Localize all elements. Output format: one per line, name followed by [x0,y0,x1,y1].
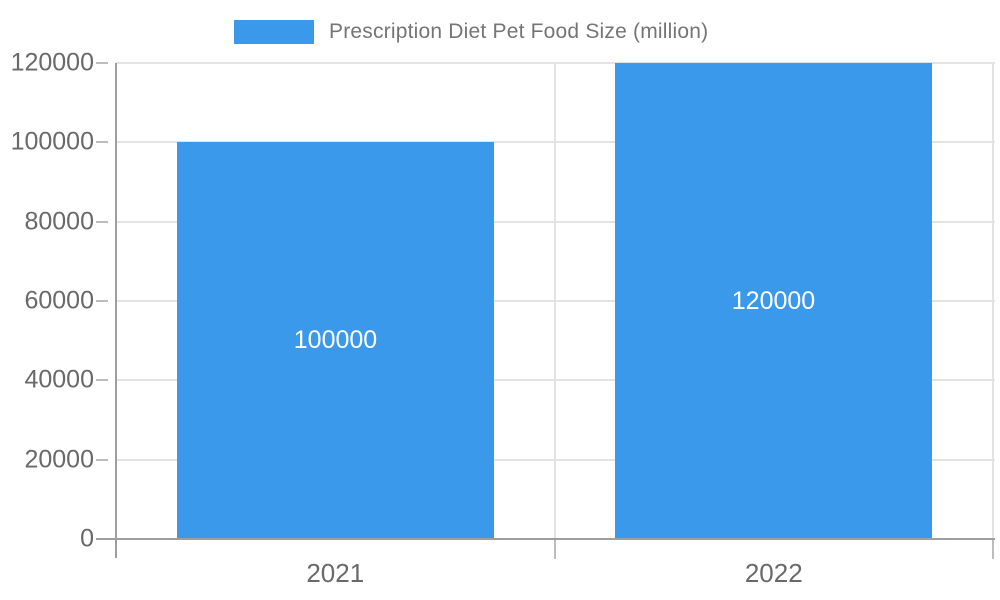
y-axis-tick [96,458,108,461]
chart-title: Prescription Diet Pet Food Size (million… [329,20,709,43]
y-axis-tick [96,141,108,144]
gridline [116,62,995,64]
x-axis-label: 2022 [744,558,803,588]
gridline [116,300,995,302]
y-axis-label: 20000 [24,445,94,474]
x-axis-label: 2021 [306,558,365,588]
y-axis-tick [96,379,108,382]
gridline [553,63,556,539]
y-axis-tick [96,62,108,64]
bar-2022[interactable]: 120000 [615,63,932,539]
x-axis-tick [992,540,994,559]
gridline [116,220,995,223]
bar-value-label: 120000 [731,286,816,315]
y-axis-label: 80000 [24,207,94,236]
gridline [992,63,994,539]
gridline [116,379,995,382]
bar-value-label: 100000 [293,326,378,355]
gridline [116,458,995,461]
x-axis-tick [553,540,556,559]
y-axis-label: 120000 [10,48,94,77]
y-axis-label: 60000 [24,286,94,315]
y-axis-tick [96,220,108,223]
y-axis-label: 0 [80,524,94,553]
bar-2021[interactable]: 100000 [177,142,494,539]
y-axis-line [115,63,117,558]
legend: Prescription Diet Pet Food Size (million… [234,18,708,46]
y-axis-tick [96,300,108,302]
legend-swatch [234,20,314,44]
y-axis-label: 40000 [24,365,94,394]
y-axis-label: 100000 [10,127,94,156]
x-axis-line [96,538,995,540]
gridline [116,141,995,144]
